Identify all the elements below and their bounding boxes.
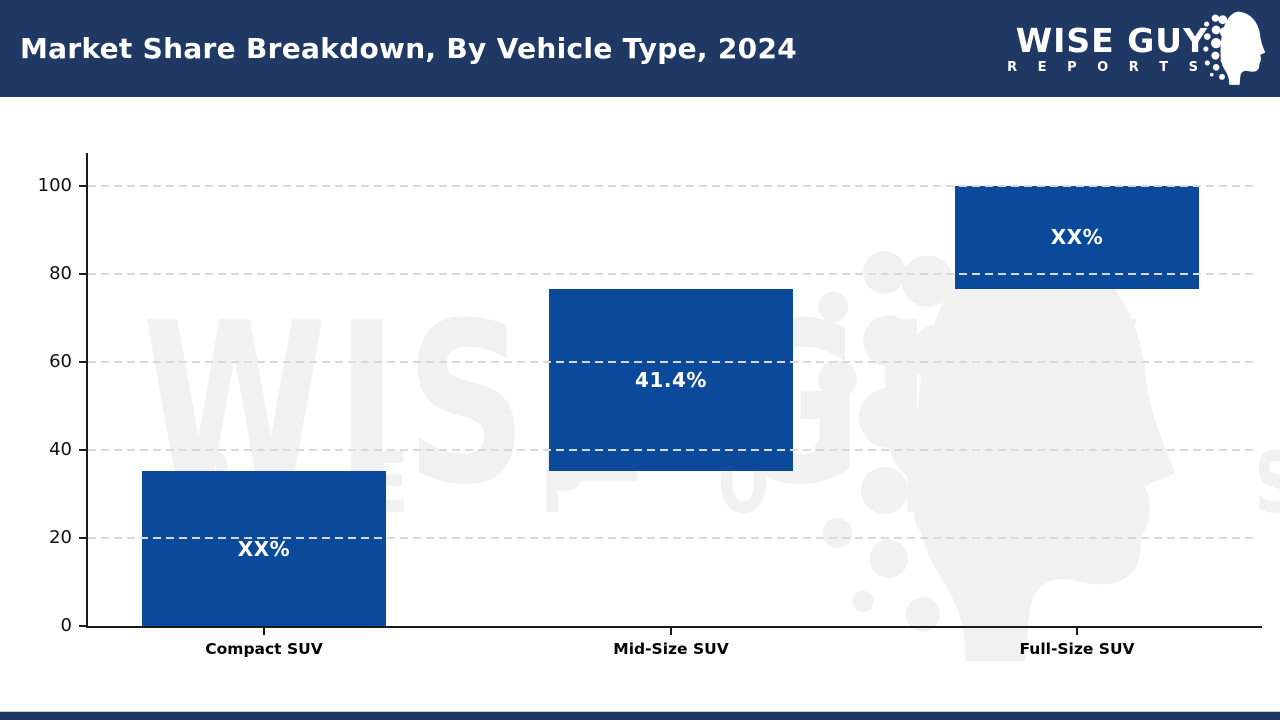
y-gridline — [88, 537, 1258, 539]
wise-guy-head-icon — [1203, 11, 1266, 85]
y-tick-label: 0 — [60, 615, 72, 636]
bar-value-label: 41.4% — [635, 368, 707, 393]
chart-region: WISE GUY R E P O R T S 020406080100XX%Co… — [0, 97, 1280, 712]
y-gridline — [88, 273, 1258, 275]
chart-bar: XX% — [142, 471, 386, 626]
y-tick-label: 60 — [49, 351, 72, 372]
y-tick-label: 40 — [49, 439, 72, 460]
x-axis-line — [86, 626, 1262, 628]
y-axis-line — [86, 153, 88, 628]
chart-bar: XX% — [955, 186, 1199, 289]
y-tick-mark — [79, 537, 86, 539]
brand-logo: WISE GUY R E P O R T S — [1007, 8, 1266, 90]
brand-subname: R E P O R T S — [1007, 59, 1206, 75]
y-gridline — [88, 185, 1258, 187]
x-category-label: Mid-Size SUV — [613, 640, 729, 658]
header-bar: Market Share Breakdown, By Vehicle Type,… — [0, 0, 1280, 97]
chart-bar: 41.4% — [549, 288, 793, 472]
footer-bar — [0, 711, 1280, 720]
y-gridline — [88, 449, 1258, 451]
y-gridline — [88, 361, 1258, 363]
x-tick-mark — [1076, 628, 1078, 635]
x-category-label: Full-Size SUV — [1019, 640, 1135, 658]
y-tick-mark — [79, 185, 86, 187]
x-category-label: Compact SUV — [205, 640, 323, 658]
brand-name: WISE GUY — [1015, 20, 1208, 60]
y-tick-label: 100 — [37, 175, 72, 196]
y-tick-label: 80 — [49, 263, 72, 284]
page-title: Market Share Breakdown, By Vehicle Type,… — [20, 32, 798, 65]
watermark-head-icon — [813, 234, 1175, 662]
bar-value-label: XX% — [1050, 225, 1104, 250]
x-tick-mark — [263, 628, 265, 635]
brand-logo-text: WISE GUY R E P O R T S — [1007, 24, 1208, 74]
plot-area: 0 20 40 60 80 100 XX% Compact SUV 41.4% Mid-Size … — [38, 153, 1262, 658]
x-tick-mark — [670, 628, 672, 635]
y-tick-mark — [79, 449, 86, 451]
y-tick-mark — [79, 361, 86, 363]
y-tick-mark — [79, 625, 86, 627]
bar-value-label: XX% — [237, 536, 291, 561]
y-tick-label: 20 — [49, 527, 72, 548]
y-tick-mark — [79, 273, 86, 275]
